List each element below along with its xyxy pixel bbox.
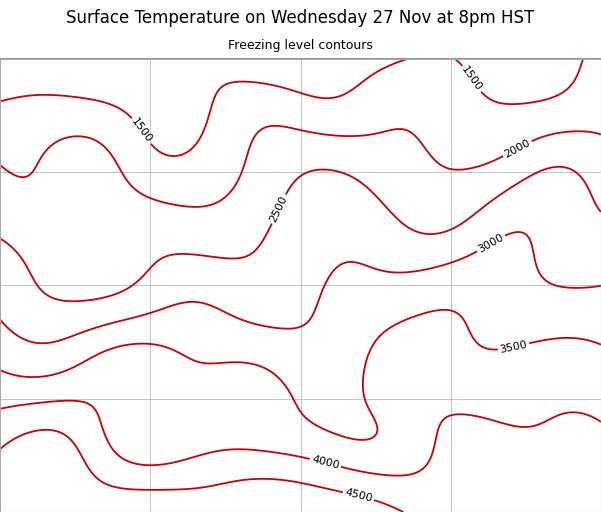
Text: Surface Temperature on Wednesday 27 Nov at 8pm HST: Surface Temperature on Wednesday 27 Nov … [66, 9, 535, 27]
Text: 4500: 4500 [344, 487, 373, 504]
Text: 4000: 4000 [311, 455, 340, 471]
Text: 2500: 2500 [268, 194, 289, 224]
Text: 3000: 3000 [477, 232, 505, 254]
Text: 1500: 1500 [129, 117, 154, 145]
Text: 3500: 3500 [499, 339, 528, 355]
Text: 2000: 2000 [502, 137, 532, 159]
Text: 1500: 1500 [459, 65, 484, 93]
Text: Freezing level contours: Freezing level contours [228, 39, 373, 52]
